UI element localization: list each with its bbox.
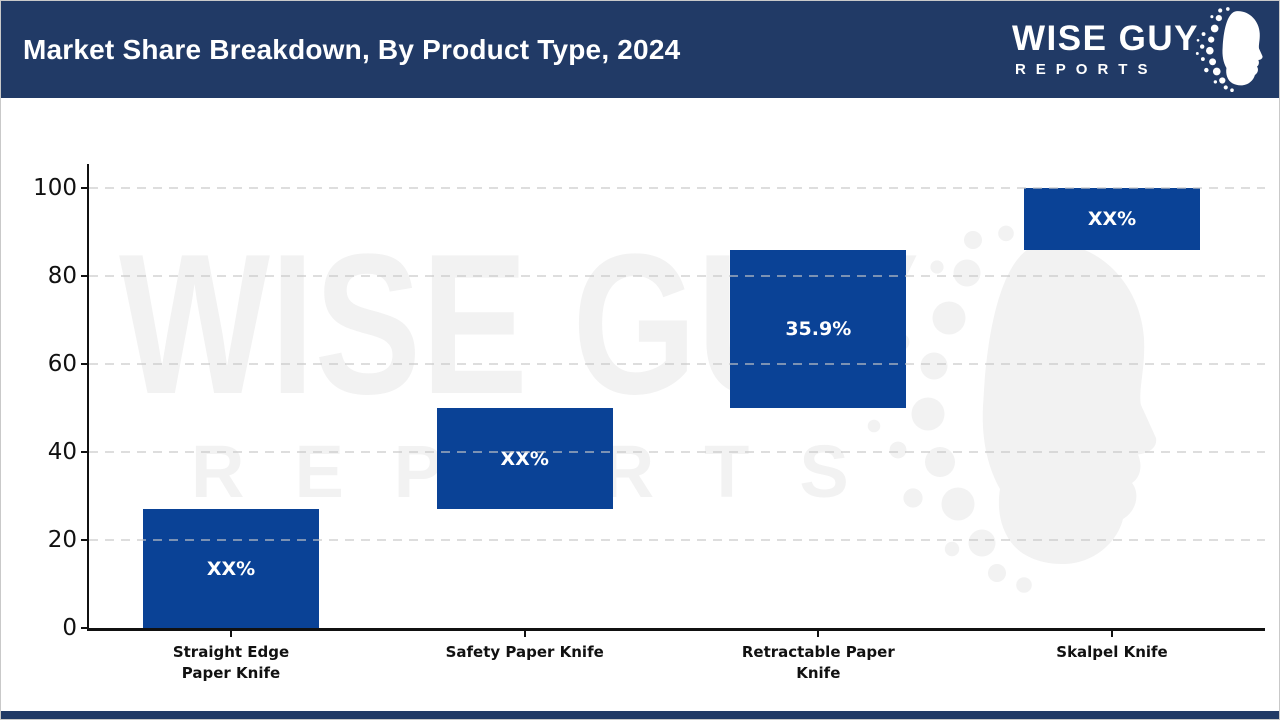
x-axis-category-label-line: Paper Knife bbox=[181, 664, 281, 682]
y-axis-tick bbox=[81, 627, 89, 629]
logo-wiseguy-text: WISE GUY bbox=[1011, 19, 1199, 58]
header: Market Share Breakdown, By Product Type,… bbox=[1, 1, 1279, 98]
bar: XX% bbox=[143, 509, 319, 628]
gridline bbox=[89, 451, 1265, 453]
x-axis-category-label: Straight Edge Paper Knife bbox=[81, 642, 381, 684]
x-axis-category-label-line: Straight Edge bbox=[172, 643, 290, 661]
y-axis-tick bbox=[81, 187, 89, 189]
x-axis-category-label-line: Knife bbox=[796, 664, 841, 682]
gridline bbox=[89, 363, 1265, 365]
y-axis-tick-label: 20 bbox=[47, 527, 77, 553]
y-axis-tick-label: 80 bbox=[47, 263, 77, 289]
x-axis-category-label-line: Safety Paper Knife bbox=[445, 643, 604, 661]
x-axis-category-label: Safety Paper Knife bbox=[375, 642, 675, 663]
y-axis-tick-label: 60 bbox=[47, 351, 77, 377]
bar: XX% bbox=[436, 408, 613, 510]
bar-value-label: XX% bbox=[206, 557, 256, 580]
logo-text: WISE GUY REPORTS bbox=[1012, 21, 1199, 78]
bar: 35.9% bbox=[730, 250, 907, 408]
x-axis-tick bbox=[523, 629, 526, 637]
wiseguy-face-icon bbox=[1195, 6, 1263, 92]
wiseguy-logo: WISE GUY REPORTS bbox=[1012, 6, 1271, 93]
x-axis-category-label: Retractable Paper Knife bbox=[668, 642, 968, 684]
x-axis-tick bbox=[230, 629, 232, 637]
y-axis-tick-label: 40 bbox=[47, 439, 77, 465]
y-axis-tick bbox=[81, 363, 89, 365]
logo-reports-text: REPORTS bbox=[1014, 61, 1158, 78]
y-axis-line bbox=[87, 164, 89, 631]
x-axis-tick bbox=[1111, 629, 1113, 637]
gridline bbox=[89, 539, 1265, 541]
bar-value-label: 35.9% bbox=[785, 318, 852, 340]
y-axis-tick-label: 0 bbox=[62, 615, 77, 641]
x-axis-category-label: Skalpel Knife bbox=[962, 642, 1262, 663]
gridline bbox=[89, 187, 1265, 189]
y-axis-tick bbox=[81, 275, 89, 277]
gridline bbox=[89, 275, 1265, 277]
footer-bar bbox=[1, 711, 1279, 719]
y-axis-tick-label: 100 bbox=[33, 175, 77, 201]
y-axis-tick bbox=[81, 539, 89, 541]
bar-value-label: XX% bbox=[500, 447, 549, 470]
page-title: Market Share Breakdown, By Product Type,… bbox=[23, 33, 681, 65]
y-axis-tick bbox=[81, 451, 89, 453]
bar-value-label: XX% bbox=[1087, 208, 1137, 231]
x-axis-category-label-line: Skalpel Knife bbox=[1056, 643, 1168, 661]
x-axis-category-label-line: Retractable Paper bbox=[741, 643, 895, 661]
x-axis-line bbox=[87, 628, 1265, 631]
x-axis-tick bbox=[817, 629, 820, 637]
bar: XX% bbox=[1024, 188, 1200, 251]
